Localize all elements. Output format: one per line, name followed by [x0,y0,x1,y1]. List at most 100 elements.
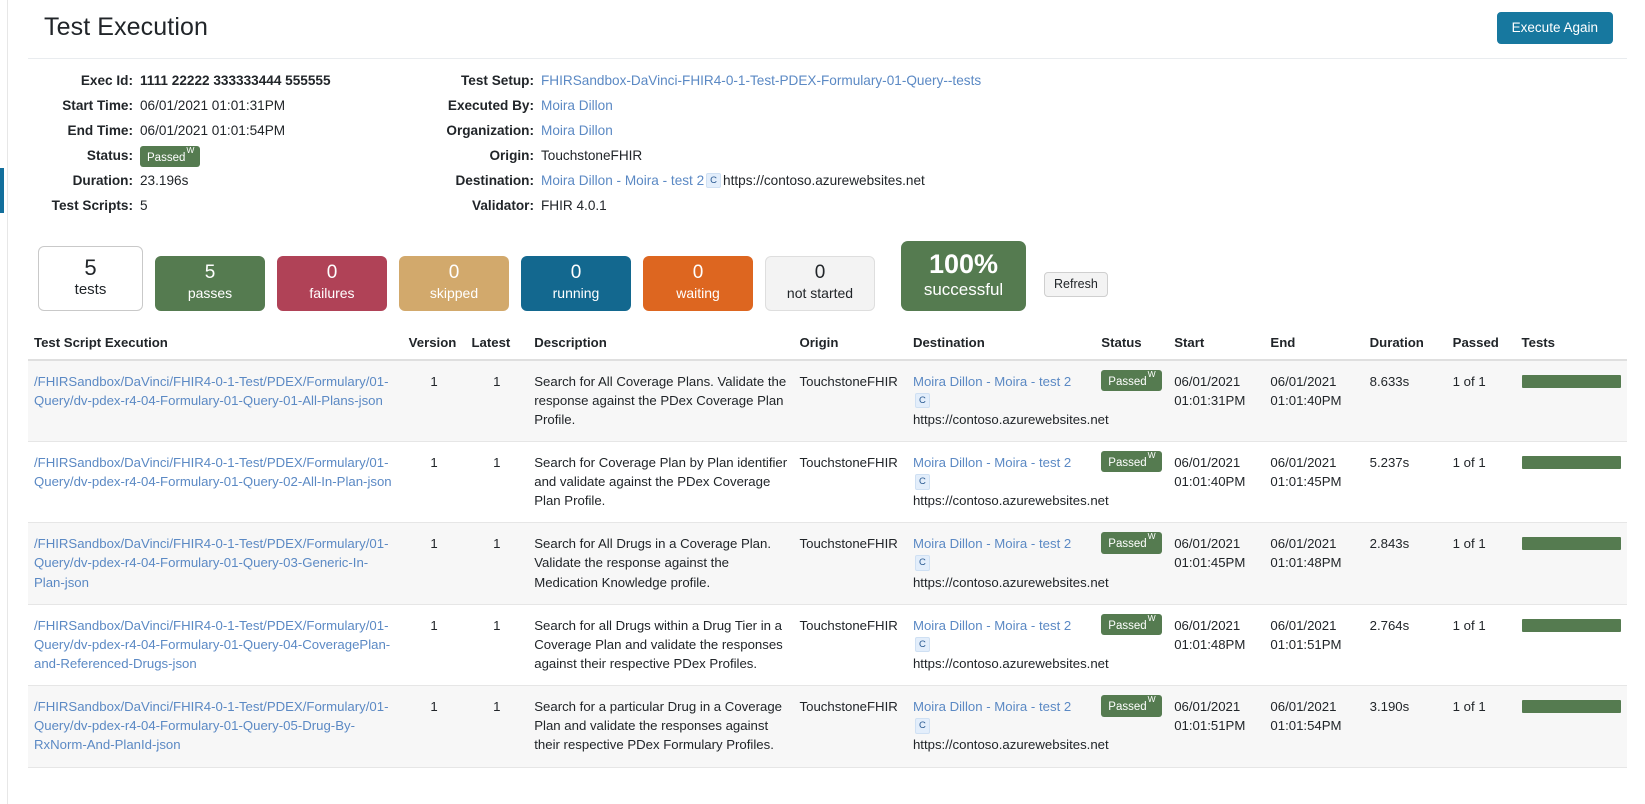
status-badge[interactable]: PassedW [140,144,201,167]
stat-tile-running[interactable]: 0 running [521,255,631,311]
cell-start: 06/01/2021 01:01:40PM [1168,441,1265,524]
execution-details: Exec Id: 1111 22222 333333444 555555 Start… [28,59,1627,229]
destination-link[interactable]: Moira Dillon - Moira - test 2 [541,172,705,188]
status-badge-superscript: W [1147,449,1156,460]
start-date: 06/01/2021 [1174,536,1241,552]
col-tests[interactable]: Tests [1515,326,1627,361]
stat-tile-waiting[interactable]: 0 waiting [643,255,753,311]
status-badge[interactable]: PassedW [1101,368,1162,391]
conformance-c-icon[interactable]: C [914,636,930,653]
status-badge[interactable]: PassedW [1101,695,1162,717]
col-latest[interactable]: Latest [465,326,529,361]
test-script-execution-table: Test Script Execution Version Latest Des… [28,326,1627,768]
conformance-c-icon[interactable]: C [914,555,930,571]
cell-tests [1515,441,1627,524]
status-badge[interactable]: PassedW [1101,613,1162,636]
col-end[interactable]: End [1264,326,1364,361]
detail-value: FHIR 4.0.1 [541,197,607,213]
conformance-c-icon[interactable]: C [914,392,930,409]
details-right-column: Test Setup: FHIRSandbox-DaVinci-FHIR4-0-1… [428,73,1627,223]
detail-link[interactable]: Moira Dillon [541,122,613,138]
status-badge-superscript: W [1147,368,1156,379]
cell-status: PassedW [1095,685,1169,768]
test-script-link[interactable]: /FHIRSandbox/DaVinci/FHIR4-0-1-Test/PDEX… [34,454,392,490]
col-version[interactable]: Version [402,326,466,361]
tests-progress-bar [1521,537,1621,551]
stat-tile-passes[interactable]: 5 passes [155,255,265,311]
cell-description: Search for all Drugs within a Drug Tier … [528,604,794,687]
stat-tile-count: 0 [570,262,582,284]
table-row[interactable]: /FHIRSandbox/DaVinci/FHIR4-0-1-Test/PDEX… [28,604,1627,687]
col-start[interactable]: Start [1168,326,1265,361]
cell-origin: TouchstoneFHIR [793,359,907,442]
test-script-link[interactable]: /FHIRSandbox/DaVinci/FHIR4-0-1-Test/PDEX… [34,699,389,753]
col-status[interactable]: Status [1095,326,1169,361]
end-date: 06/01/2021 [1270,699,1337,715]
summary-tiles: 5 tests 5 passes 0 failures 0 skipped 0 running 0 w… [28,229,1627,315]
destination-link[interactable]: Moira Dillon - Moira - test 2 [912,536,1072,552]
cell-tests [1515,522,1627,605]
cell-start: 06/01/2021 01:01:51PM [1168,685,1265,768]
start-time: 01:01:31PM [1174,392,1246,408]
test-script-link[interactable]: /FHIRSandbox/DaVinci/FHIR4-0-1-Test/PDEX… [34,617,391,672]
stat-tile-failures[interactable]: 0 failures [277,255,387,311]
detail-value: 23.196s [140,172,189,188]
end-time: 01:01:40PM [1270,392,1342,408]
destination-url: https://contoso.azurewebsites.net [912,493,1109,509]
col-duration[interactable]: Duration [1363,326,1447,361]
refresh-button[interactable]: Refresh [1044,272,1108,297]
conformance-c-icon[interactable]: C [706,172,722,188]
cell-duration: 5.237s [1363,441,1447,524]
stat-tile-label: waiting [676,285,720,302]
col-test-script-execution[interactable]: Test Script Execution [28,326,403,361]
table-body: /FHIRSandbox/DaVinci/FHIR4-0-1-Test/PDEX… [28,359,1627,768]
cell-passed: 1 of 1 [1446,604,1516,687]
detail-row: Destination: Moira Dillon - Moira - test … [428,172,1627,198]
destination-link[interactable]: Moira Dillon - Moira - test 2 [912,699,1072,715]
cell-origin: TouchstoneFHIR [793,522,907,605]
stat-tile-tests[interactable]: 5 tests [38,245,143,311]
detail-label: Destination: [455,172,534,188]
detail-row: Exec Id: 1111 22222 333333444 555555 [28,73,428,98]
cell-version: 1 [402,685,466,768]
stat-tile-not-started[interactable]: 0 not started [765,255,875,311]
destination-link[interactable]: Moira Dillon - Moira - test 2 [912,373,1072,389]
status-badge[interactable]: PassedW [1101,532,1162,554]
destination-link[interactable]: Moira Dillon - Moira - test 2 [912,454,1072,470]
start-date: 06/01/2021 [1174,699,1241,715]
detail-link[interactable]: FHIRSandbox-DaVinci-FHIR4-0-1-Test-PDEX-… [541,72,982,88]
start-date: 06/01/2021 [1174,454,1241,470]
col-description[interactable]: Description [528,326,794,361]
table-row[interactable]: /FHIRSandbox/DaVinci/FHIR4-0-1-Test/PDEX… [28,685,1627,768]
conformance-c-icon[interactable]: C [914,718,930,734]
tests-progress-bar [1521,700,1621,714]
detail-label: Organization: [446,122,534,138]
destination-url: https://contoso.azurewebsites.net [912,574,1109,590]
execute-again-button[interactable]: Execute Again [1496,12,1613,44]
stat-tile-skipped[interactable]: 0 skipped [399,255,509,311]
detail-label: Executed By: [447,97,534,113]
stat-tile-count: 0 [326,262,338,284]
table-row[interactable]: /FHIRSandbox/DaVinci/FHIR4-0-1-Test/PDEX… [28,359,1627,442]
end-date: 06/01/2021 [1270,454,1337,470]
tests-progress-bar [1521,618,1621,632]
table-header: Test Script Execution Version Latest Des… [28,326,1627,361]
test-script-link[interactable]: /FHIRSandbox/DaVinci/FHIR4-0-1-Test/PDEX… [34,536,389,590]
conformance-c-icon[interactable]: C [914,474,930,490]
cell-destination: Moira Dillon - Moira - test 2 Chttps://co… [906,685,1109,768]
destination-link[interactable]: Moira Dillon - Moira - test 2 [912,617,1072,633]
table-row[interactable]: /FHIRSandbox/DaVinci/FHIR4-0-1-Test/PDEX… [28,522,1627,605]
start-time: 01:01:51PM [1174,718,1246,734]
detail-link[interactable]: Moira Dillon [541,97,613,113]
detail-value: 1111 22222 333333444 555555 [140,72,331,88]
col-passed[interactable]: Passed [1446,326,1516,361]
status-badge-superscript: W [186,144,195,155]
col-destination[interactable]: Destination [906,326,1096,361]
test-script-link[interactable]: /FHIRSandbox/DaVinci/FHIR4-0-1-Test/PDEX… [34,373,389,408]
cell-start: 06/01/2021 01:01:31PM [1168,359,1265,442]
status-badge[interactable]: PassedW [1101,449,1162,473]
cell-test-script-execution: /FHIRSandbox/DaVinci/FHIR4-0-1-Test/PDEX… [28,441,403,524]
cell-status: PassedW [1095,522,1169,605]
col-origin[interactable]: Origin [793,326,907,361]
table-row[interactable]: /FHIRSandbox/DaVinci/FHIR4-0-1-Test/PDEX… [28,441,1627,524]
